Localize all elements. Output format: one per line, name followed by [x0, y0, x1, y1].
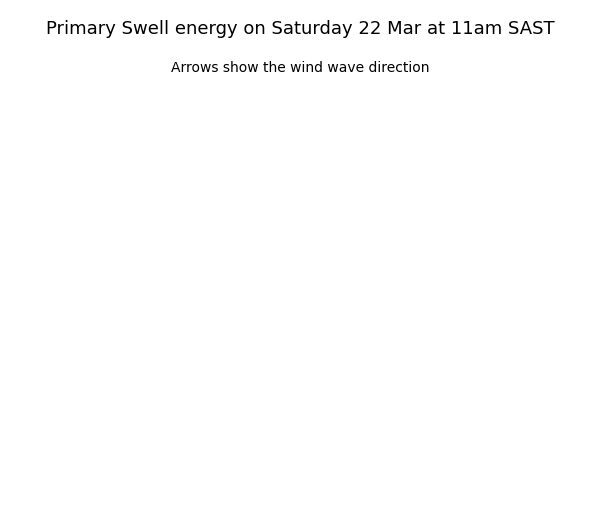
Text: Arrows show the wind wave direction: Arrows show the wind wave direction	[171, 61, 430, 75]
Text: Primary Swell energy on Saturday 22 Mar at 11am SAST: Primary Swell energy on Saturday 22 Mar …	[46, 20, 555, 38]
